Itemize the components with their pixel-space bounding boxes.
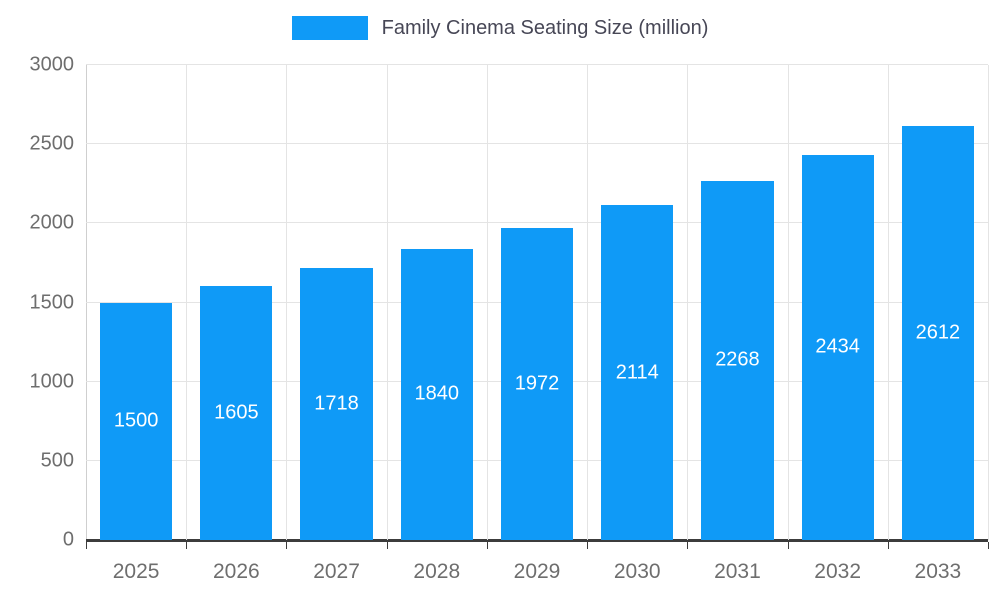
bar-value-label: 1500 [113, 409, 159, 432]
bar-2029: 1972 [500, 227, 574, 540]
x-axis-tick [186, 542, 188, 549]
bar-value-label: 2268 [715, 348, 760, 371]
y-axis: 0 500 1000 1500 2000 2500 3000 [0, 54, 75, 551]
y-tick-label: 2500 [29, 132, 75, 155]
gridline-v [587, 65, 589, 540]
gridline-v [286, 65, 288, 540]
bar-value-label: 1718 [314, 392, 359, 415]
x-axis-tick [887, 542, 889, 549]
gridline-v [386, 65, 388, 540]
x-axis-tick [386, 542, 388, 549]
x-axis-tick [486, 542, 488, 549]
x-tick-label: 2025 [112, 560, 160, 583]
x-tick-label: 2028 [413, 560, 461, 583]
y-tick-label: 0 [62, 528, 74, 551]
gridline-v [486, 65, 488, 540]
x-axis-tick [286, 542, 288, 549]
x-tick-label: 2033 [914, 560, 962, 583]
gridline-v [186, 65, 188, 540]
bar-2028: 1840 [400, 248, 473, 540]
x-axis-tick [587, 542, 589, 549]
x-axis-line [86, 539, 988, 542]
bar-2032: 2434 [801, 154, 874, 540]
y-tick-label: 500 [40, 449, 74, 472]
bar-value-label: 2114 [615, 361, 659, 384]
legend-label: Family Cinema Seating Size (million) [381, 17, 709, 39]
legend: Family Cinema Seating Size (million) [0, 16, 1000, 40]
gridline-h [86, 143, 988, 145]
gridline-v [887, 65, 889, 540]
gridline-h [86, 222, 988, 224]
x-axis-tick [687, 542, 689, 549]
gridline-v [687, 65, 689, 540]
bar-value-label: 1840 [414, 382, 460, 405]
bar-2033: 2612 [901, 126, 974, 540]
bar-value-label: 2434 [815, 335, 860, 358]
bar-2025: 1500 [100, 302, 173, 540]
bar-2026: 1605 [200, 285, 273, 540]
x-tick-label: 2027 [313, 560, 360, 583]
y-tick-label: 1000 [29, 370, 75, 393]
legend-swatch [291, 16, 368, 40]
gridline-h [86, 64, 988, 65]
x-axis: 2025 2026 2027 2028 2029 2030 2031 2032 2033 [86, 550, 988, 594]
bar-2027: 1718 [300, 267, 373, 540]
x-axis-tick [787, 542, 789, 549]
x-tick-label: 2026 [212, 560, 260, 583]
x-tick-label: 2032 [814, 560, 862, 583]
y-axis-line [86, 65, 87, 540]
bar-value-label: 1972 [514, 372, 560, 395]
gridline-v [988, 65, 989, 540]
x-tick-label: 2031 [714, 560, 761, 583]
y-tick-label: 3000 [29, 53, 75, 76]
bar-value-label: 1605 [214, 401, 259, 424]
x-axis-tick [86, 542, 87, 549]
gridline-v [787, 65, 789, 540]
x-tick-label: 2030 [613, 560, 661, 583]
y-tick-label: 2000 [29, 211, 75, 234]
plot-area: 1500 1605 1718 1840 1972 2114 2268 2434 2612 [86, 64, 989, 549]
bar-value-label: 2612 [915, 321, 961, 344]
bar-2030: 2114 [601, 205, 674, 540]
y-tick-label: 1500 [29, 291, 75, 313]
bar-2031: 2268 [701, 180, 774, 540]
x-tick-label: 2029 [513, 560, 561, 583]
x-axis-tick [988, 542, 989, 549]
